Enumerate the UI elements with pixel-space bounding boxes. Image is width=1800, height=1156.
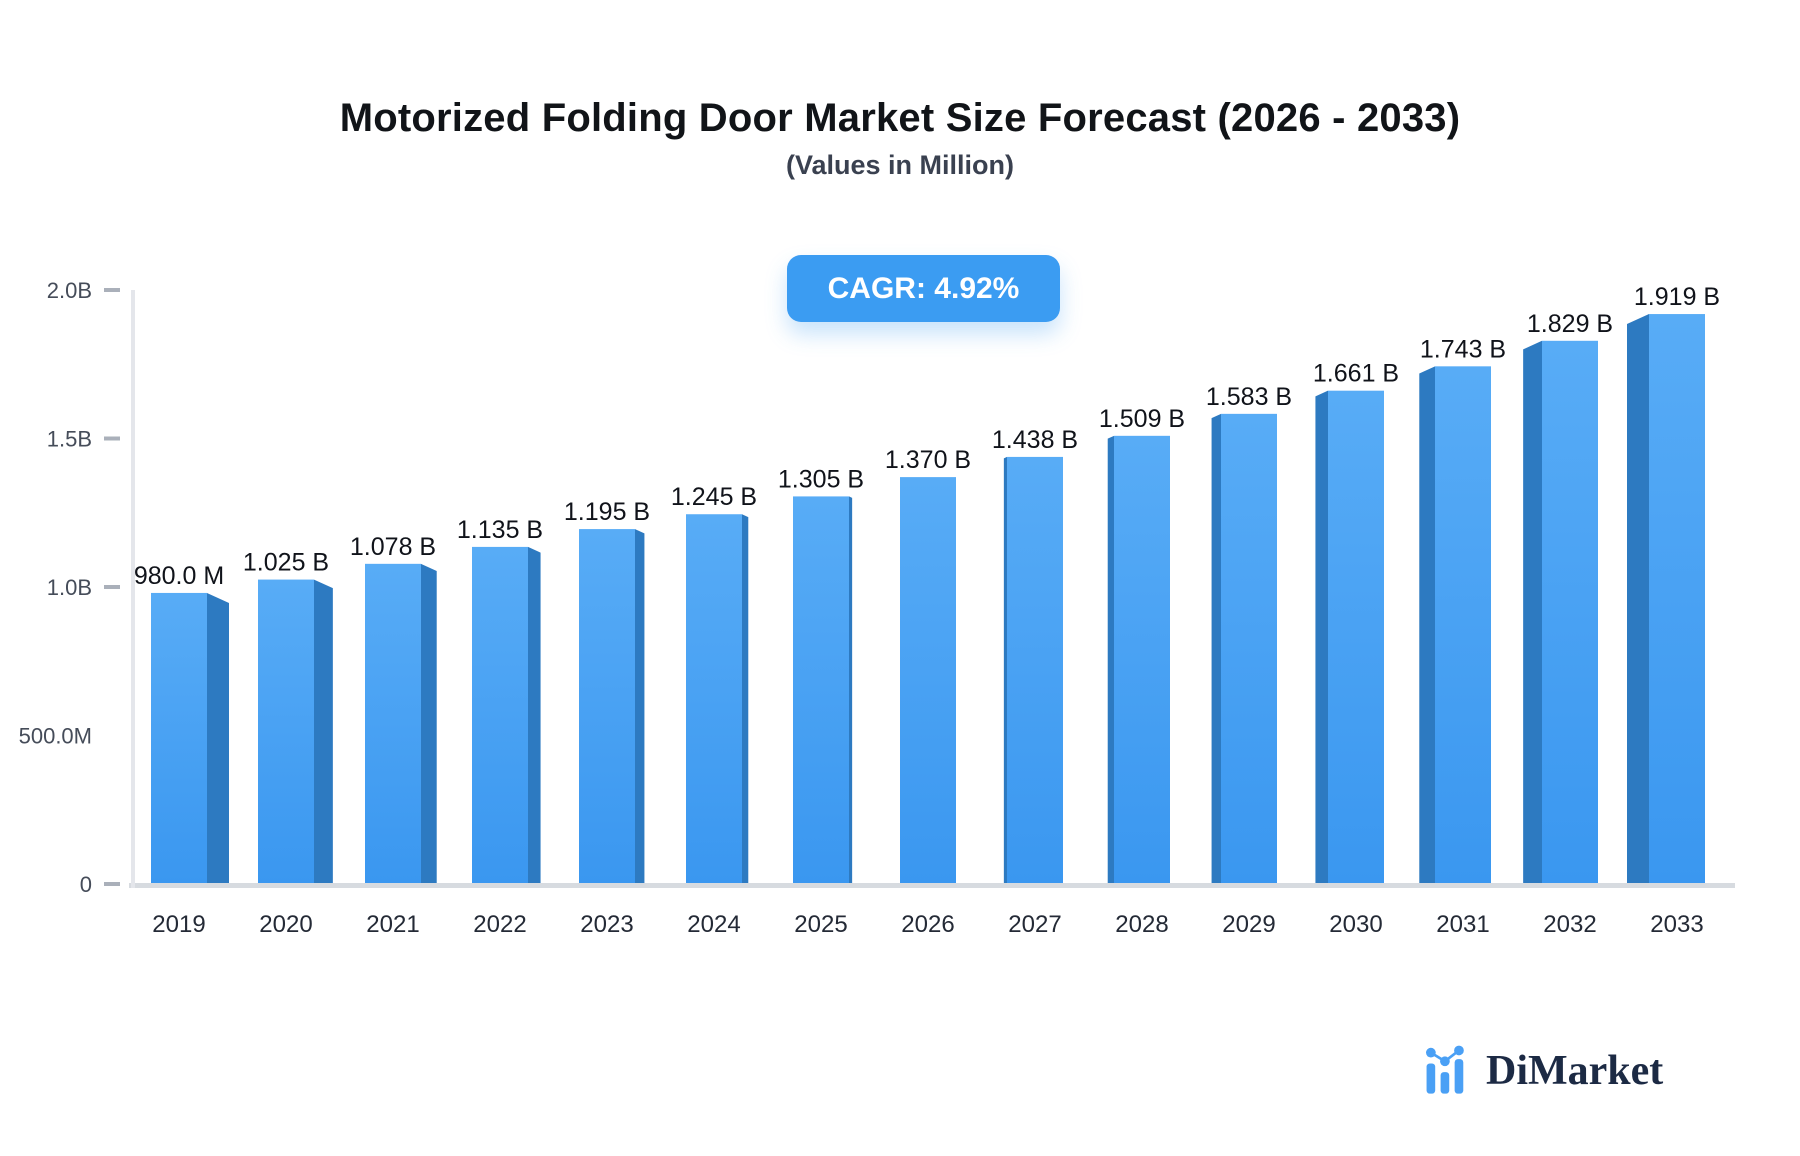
bar-side-face <box>742 514 749 884</box>
bar-2030 <box>1328 390 1384 884</box>
bar-value-label: 1.370 B <box>885 446 971 474</box>
bar-side-face <box>528 546 541 884</box>
y-axis-label: 500.0M <box>19 724 92 749</box>
x-axis-label: 2019 <box>152 911 205 938</box>
y-axis-label: 1.0B <box>47 575 92 600</box>
x-axis-label: 2025 <box>794 911 847 938</box>
y-axis-tick <box>104 436 120 441</box>
bar-value-label: 1.305 B <box>778 465 864 493</box>
bar-2022 <box>472 546 528 884</box>
bar-value-label: 980.0 M <box>134 562 224 590</box>
y-axis-label: 0 <box>80 872 92 897</box>
bar-2029 <box>1221 413 1277 884</box>
x-axis-label: 2033 <box>1650 911 1703 938</box>
bar-value-label: 1.661 B <box>1313 360 1399 388</box>
dimarket-logo-icon <box>1426 1045 1464 1094</box>
axis-layer <box>104 288 1735 888</box>
logo-bar-0 <box>1426 1063 1436 1094</box>
bar-2028 <box>1114 435 1170 884</box>
x-axis-label: 2026 <box>901 911 954 938</box>
y-axis-label: 1.5B <box>47 427 92 452</box>
y-axis-tick <box>104 288 120 292</box>
x-axis-label: 2020 <box>259 911 312 938</box>
logo-dot-0 <box>1426 1047 1436 1058</box>
chart-title: Motorized Folding Door Market Size Forec… <box>339 96 1461 140</box>
bar-value-label: 1.743 B <box>1420 335 1506 363</box>
x-axis-label: 2032 <box>1543 911 1596 938</box>
bar-2023 <box>579 529 635 884</box>
bar-side-face <box>1627 314 1649 884</box>
y-axis-tick <box>104 585 120 589</box>
y-axis-label: 2.0B <box>47 278 92 303</box>
y-axis-line <box>131 290 135 888</box>
bar-value-label: 1.195 B <box>564 498 650 526</box>
y-axis-tick <box>104 882 120 886</box>
x-axis-label: 2027 <box>1008 911 1061 938</box>
bar-side-face <box>207 592 229 884</box>
bar-2021 <box>365 563 421 884</box>
bar-2024 <box>686 514 742 884</box>
bar-value-label: 1.829 B <box>1527 310 1613 338</box>
labels-layer: 980.0 M 2019 1.025 B 2020 1.078 B 2021 1.135 B… <box>19 278 1720 938</box>
bar-value-label: 1.025 B <box>243 549 329 577</box>
bar-value-label: 1.245 B <box>671 483 757 511</box>
x-axis-label: 2031 <box>1436 911 1489 938</box>
bars-layer <box>151 314 1705 885</box>
bar-value-label: 1.509 B <box>1099 405 1185 433</box>
bar-side-face <box>849 496 853 884</box>
x-axis-label: 2028 <box>1115 911 1168 938</box>
cagr-badge: CAGR: 4.92% <box>787 255 1060 322</box>
bar-side-face <box>314 579 333 884</box>
bar-side-face <box>1107 435 1114 884</box>
bar-side-face <box>1523 340 1542 884</box>
logo-dot-1 <box>1440 1056 1450 1067</box>
bar-2019 <box>151 592 207 884</box>
bar-value-label: 1.583 B <box>1206 383 1292 411</box>
bar-value-label: 1.135 B <box>457 516 543 544</box>
x-axis-label: 2024 <box>687 911 740 938</box>
x-axis-label: 2030 <box>1329 911 1382 938</box>
bar-value-label: 1.078 B <box>350 533 436 561</box>
bar-2020 <box>258 579 314 884</box>
bar-side-face <box>635 529 645 884</box>
x-axis-line <box>129 883 1735 888</box>
logo-dot-2 <box>1454 1045 1464 1056</box>
logo-bar-1 <box>1440 1072 1450 1094</box>
chart-subtitle: (Values in Million) <box>785 150 1015 180</box>
bar-side-face <box>1211 413 1221 884</box>
brand-name: DiMarket <box>1486 1048 1664 1094</box>
bar-value-label: 1.919 B <box>1634 283 1720 311</box>
bar-value-label: 1.438 B <box>992 426 1078 454</box>
bar-side-face <box>1003 456 1007 884</box>
bar-2033 <box>1649 314 1705 884</box>
bar-2027 <box>1007 456 1063 884</box>
bar-side-face <box>1315 390 1328 884</box>
bar-2031 <box>1435 366 1491 885</box>
bar-2032 <box>1542 340 1598 884</box>
x-axis-label: 2029 <box>1222 911 1275 938</box>
bar-2026 <box>900 477 956 884</box>
x-axis-label: 2022 <box>473 911 526 938</box>
brand-logo: DiMarket <box>1420 1042 1663 1100</box>
x-axis-label: 2023 <box>580 911 633 938</box>
bar-side-face <box>421 563 437 884</box>
cagr-badge-label: CAGR: 4.92% <box>827 271 1020 305</box>
logo-bar-2 <box>1454 1059 1464 1094</box>
bar-2025 <box>793 496 849 884</box>
bar-side-face <box>1419 366 1435 885</box>
x-axis-label: 2021 <box>366 911 419 938</box>
